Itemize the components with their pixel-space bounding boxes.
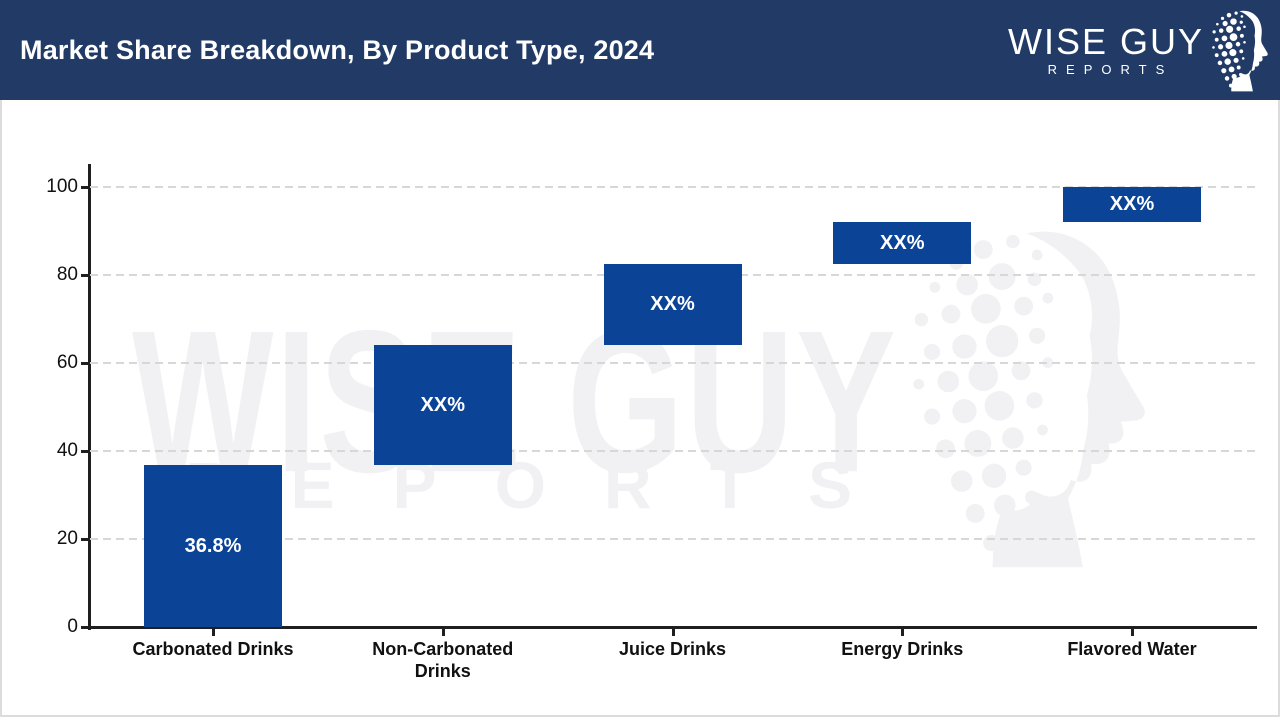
bar-value-label: XX%	[880, 231, 925, 254]
logo-wordmark: WISE GUY	[1007, 21, 1204, 62]
y-tick-label: 40	[56, 440, 78, 461]
x-tick-mark	[671, 629, 675, 636]
x-category-label: Carbonated Drinks	[132, 639, 294, 659]
x-axis-line	[88, 626, 1257, 629]
watermark-head-icon	[890, 220, 1160, 570]
y-tick-mark	[81, 274, 88, 277]
wiseguy-logo: WISE GUY REPORTS	[1008, 8, 1270, 92]
head-logo-icon	[1208, 8, 1270, 92]
x-category-label: Juice Drinks	[618, 639, 727, 659]
y-tick-mark	[81, 186, 88, 189]
x-tick-mark	[212, 629, 215, 636]
bar-value-label: XX%	[420, 393, 465, 416]
chart-title: Market Share Breakdown, By Product Type,…	[20, 34, 655, 65]
x-tick-mark	[901, 629, 905, 636]
y-tick-label: 20	[56, 528, 78, 549]
header-bar: Market Share Breakdown, By Product Type,…	[0, 0, 1280, 100]
bar-value-label: XX%	[650, 293, 695, 316]
gridline-100	[90, 186, 1255, 188]
bar-value-label: XX%	[1109, 193, 1155, 216]
bar-segment: XX%	[603, 264, 742, 346]
logo-text: WISE GUY REPORTS	[1007, 21, 1204, 78]
gridline-20	[90, 538, 1255, 540]
y-tick-label: 80	[56, 264, 78, 285]
x-category-label: Flavored Water	[1067, 639, 1197, 659]
y-axis-line	[88, 164, 91, 630]
y-tick-mark	[81, 538, 88, 541]
bar-value-label: 36.8%	[184, 534, 242, 557]
y-tick-mark	[81, 362, 88, 365]
gridline-40	[90, 450, 1255, 452]
y-tick-label: 60	[56, 352, 78, 373]
bar-segment: XX%	[1063, 187, 1201, 223]
y-tick-label: 0	[67, 616, 78, 637]
logo-subtext: REPORTS	[1047, 62, 1174, 77]
y-tick-mark	[81, 450, 88, 453]
gridline-60	[90, 362, 1255, 364]
chart-panel: WISE GUY REPORTS 36.8% XX% XX% XX% XX% 0 20 40…	[0, 100, 1280, 717]
watermark-reports: REPORTS	[185, 448, 911, 522]
bar-segment: XX%	[833, 222, 972, 264]
x-tick-mark	[1131, 629, 1134, 636]
bar-segment: 36.8%	[144, 465, 282, 627]
plot-area: WISE GUY REPORTS 36.8% XX% XX% XX% XX%	[90, 165, 1255, 627]
x-category-label: Energy Drinks	[841, 639, 964, 659]
x-tick-mark	[441, 629, 445, 636]
bar-segment: XX%	[373, 345, 512, 466]
x-category-label: Non-Carbonated Drinks	[372, 639, 514, 681]
y-tick-label: 100	[46, 176, 78, 197]
y-tick-mark	[81, 626, 88, 629]
